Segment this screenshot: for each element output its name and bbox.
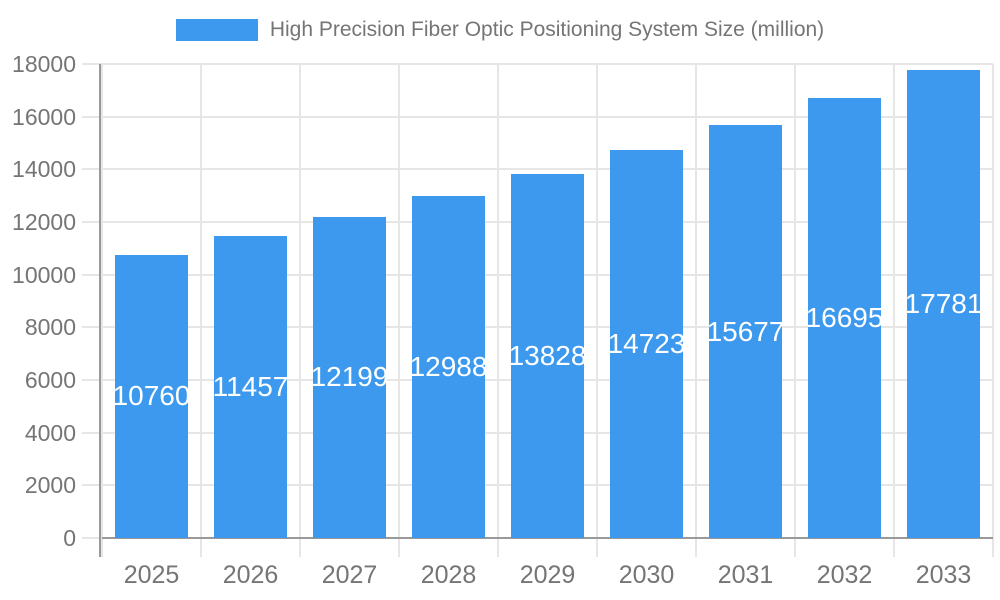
v-gridline [200, 64, 202, 557]
bar[interactable] [214, 236, 287, 538]
x-axis-line [102, 537, 993, 539]
bar[interactable] [412, 195, 485, 538]
bar-value-label: 13828 [508, 339, 587, 371]
x-tick-label: 2032 [816, 561, 873, 589]
v-gridline [992, 64, 994, 557]
y-tick-label: 10000 [12, 261, 76, 288]
bar[interactable] [115, 254, 188, 538]
x-tick-label: 2030 [618, 561, 675, 589]
bar-value-label: 12199 [310, 361, 389, 393]
v-gridline [398, 64, 400, 557]
y-tick-label: 4000 [24, 419, 76, 446]
v-gridline [893, 64, 895, 557]
bar[interactable] [808, 98, 881, 538]
bar-value-label: 11457 [212, 371, 289, 403]
y-tick-label: 18000 [12, 51, 76, 77]
y-axis-line [99, 64, 101, 557]
bar-value-label: 17781 [904, 287, 983, 319]
legend[interactable]: High Precision Fiber Optic Positioning S… [0, 8, 1000, 52]
v-gridline [497, 64, 499, 557]
bar[interactable] [511, 173, 584, 538]
bar-value-label: 12988 [409, 350, 488, 382]
y-tick-label: 8000 [24, 314, 76, 341]
h-gridline [82, 168, 993, 171]
bar-value-label: 14723 [607, 328, 686, 360]
x-tick-label: 2033 [915, 561, 972, 589]
v-gridline [596, 64, 598, 557]
v-gridline [101, 64, 103, 557]
legend-label: High Precision Fiber Optic Positioning S… [269, 18, 825, 41]
y-tick-label: 2000 [24, 472, 76, 499]
x-tick-label: 2026 [222, 561, 279, 589]
y-tick-label: 16000 [12, 103, 76, 130]
h-gridline [82, 537, 102, 539]
legend-swatch[interactable] [175, 19, 258, 41]
x-tick-label: 2025 [123, 561, 180, 589]
x-tick-label: 2028 [420, 561, 477, 589]
bar[interactable] [709, 125, 782, 538]
v-gridline [299, 64, 301, 557]
y-tick-label: 0 [63, 525, 76, 551]
bar[interactable] [313, 216, 386, 538]
x-tick-label: 2029 [519, 561, 576, 589]
bar[interactable] [610, 150, 683, 538]
h-gridline [82, 115, 993, 118]
bar-value-label: 10760 [112, 380, 191, 412]
y-tick-label: 12000 [12, 209, 76, 235]
h-gridline [82, 63, 993, 65]
bar-value-label: 15677 [706, 315, 785, 347]
x-tick-label: 2031 [717, 561, 774, 589]
bar-value-label: 16695 [805, 302, 884, 334]
v-gridline [695, 64, 697, 557]
bar[interactable] [907, 69, 980, 538]
y-tick-label: 6000 [24, 367, 76, 393]
y-tick-label: 14000 [12, 156, 76, 183]
v-gridline [794, 64, 796, 557]
x-tick-label: 2027 [321, 561, 378, 589]
